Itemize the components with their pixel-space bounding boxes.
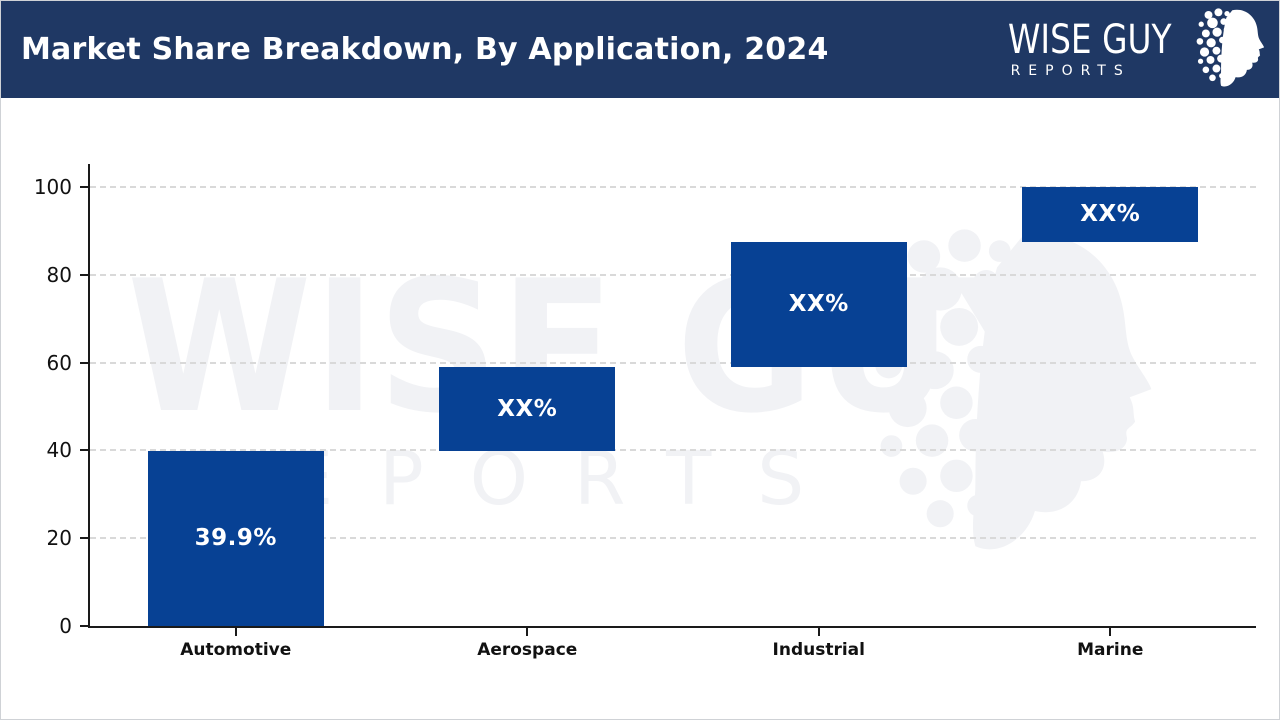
- y-tick-label: 20: [46, 526, 72, 551]
- bar-value-label: XX%: [788, 291, 849, 318]
- chart-canvas: WISE GUY REPORTS 0 20 40 60 80 100 39.9% Automo…: [1, 98, 1279, 719]
- page-title: Market Share Breakdown, By Application, …: [21, 32, 829, 67]
- y-tick-label: 60: [46, 350, 72, 375]
- x-tick-label: Automotive: [180, 640, 292, 660]
- gridline: [90, 361, 1256, 364]
- gridline: [90, 186, 1256, 188]
- waterfall-bar: XX%: [439, 366, 616, 451]
- y-tick-label: 0: [59, 614, 72, 638]
- x-tick-label: Aerospace: [477, 640, 578, 660]
- y-tick-label: 80: [46, 262, 72, 287]
- y-tick-mark: [80, 273, 88, 276]
- gridline: [90, 537, 1256, 540]
- y-tick-mark: [80, 625, 88, 627]
- waterfall-bar: XX%: [1022, 187, 1199, 242]
- logo-subtitle: REPORTS: [1010, 63, 1131, 79]
- y-tick-label: 40: [46, 438, 72, 463]
- x-axis-spine: [88, 626, 1256, 628]
- waterfall-bar: 39.9%: [147, 450, 324, 626]
- logo-head-icon: [1196, 7, 1265, 86]
- x-tick-label: Marine: [1077, 640, 1144, 660]
- x-tick-label: Industrial: [772, 640, 865, 660]
- wiseguy-logo: WISE GUY REPORTS: [1008, 7, 1271, 93]
- gridline: [90, 449, 1256, 452]
- y-tick-mark: [80, 186, 88, 188]
- y-tick-mark: [80, 361, 88, 364]
- x-tick-mark: [234, 628, 237, 636]
- header-bar: Market Share Breakdown, By Application, …: [1, 1, 1279, 98]
- gridline: [90, 273, 1256, 276]
- x-tick-mark: [526, 628, 529, 636]
- plot-area: 0 20 40 60 80 100 39.9% Automotive XX% Aerospace X…: [34, 164, 1256, 660]
- y-tick-mark: [80, 449, 88, 452]
- waterfall-bar: XX%: [730, 241, 907, 367]
- y-tick-mark: [80, 537, 88, 540]
- x-tick-mark: [1109, 628, 1112, 636]
- bar-value-label: XX%: [497, 395, 558, 422]
- logo-wordmark: WISE GUY: [1007, 17, 1172, 63]
- logo-text: WISE GUY REPORTS: [1008, 20, 1207, 79]
- y-axis-spine: [88, 164, 90, 628]
- bar-value-label: 39.9%: [194, 525, 277, 552]
- y-tick-label: 100: [33, 175, 72, 199]
- x-tick-mark: [817, 628, 820, 636]
- bar-value-label: XX%: [1080, 201, 1141, 228]
